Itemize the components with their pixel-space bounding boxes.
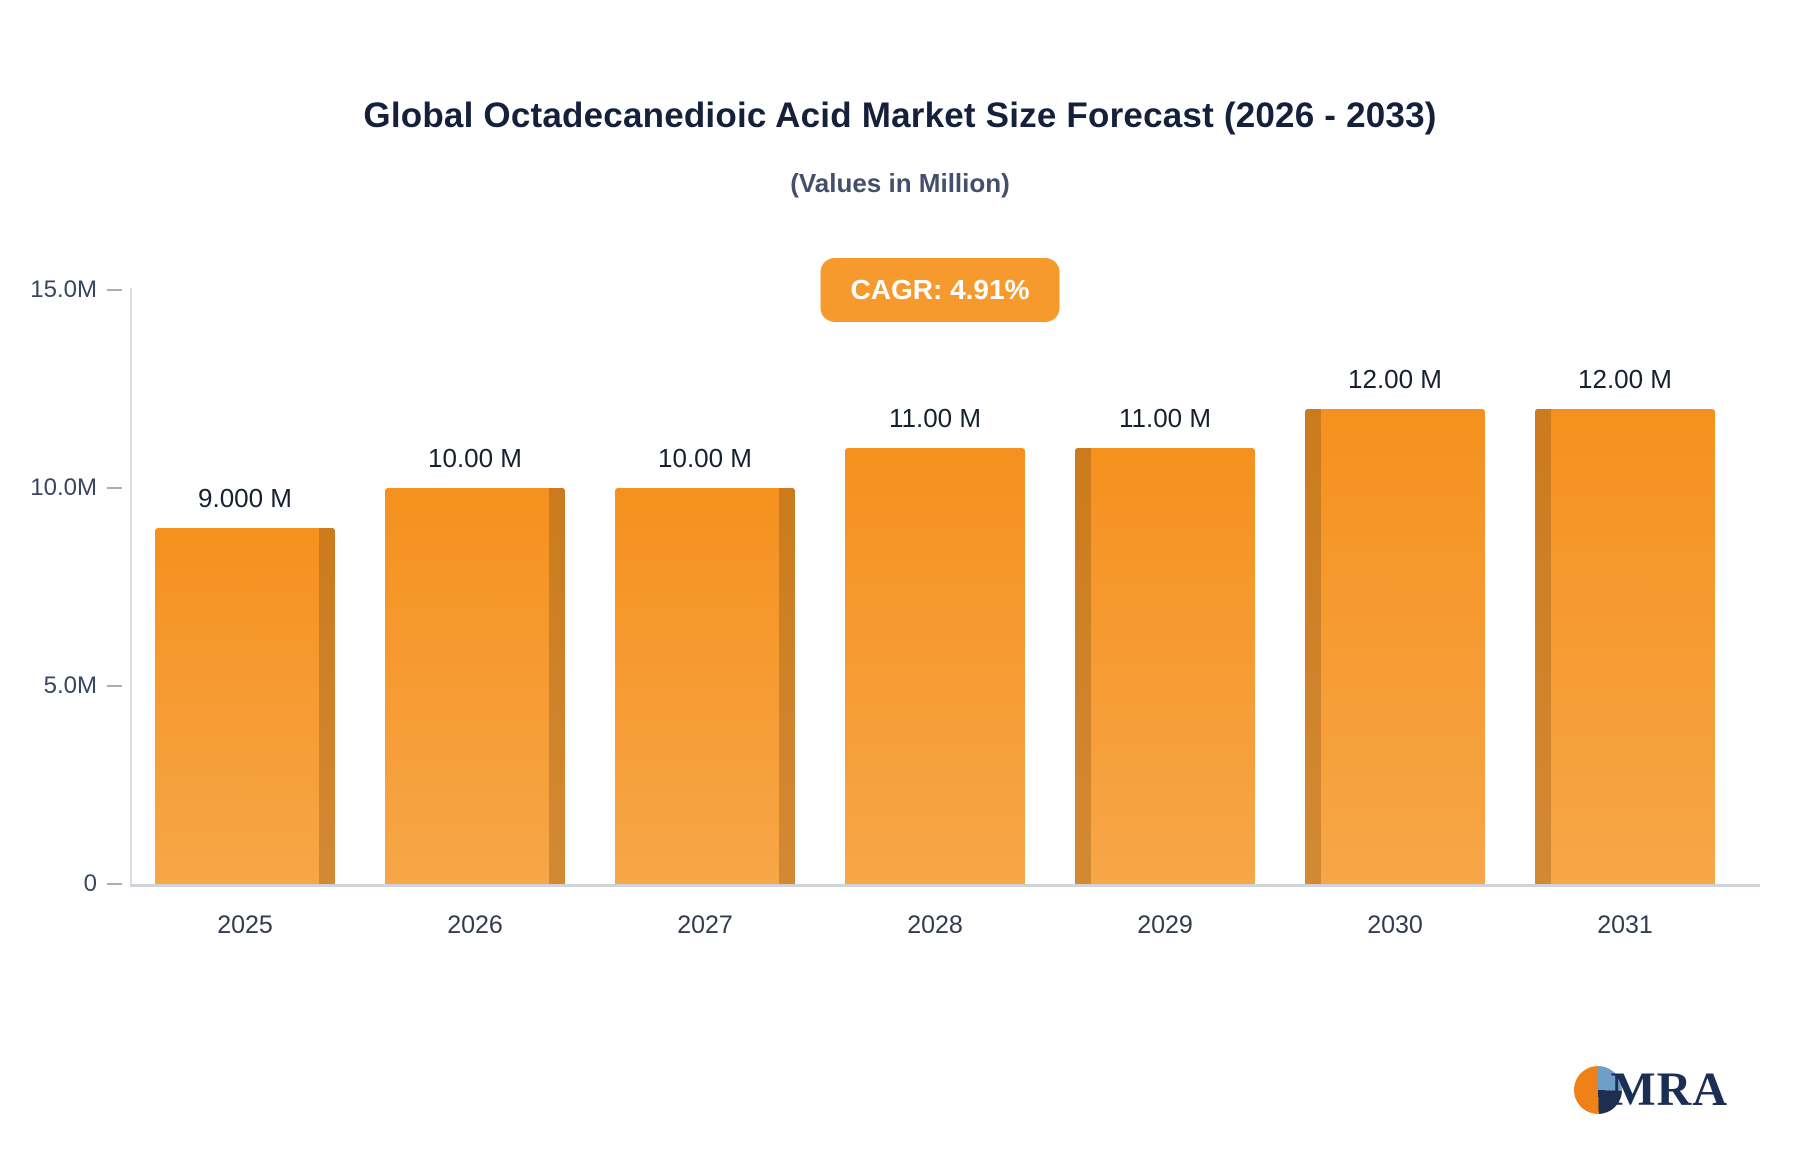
bar: [1305, 409, 1485, 884]
bar-slot: 11.00 M 2029: [1050, 290, 1280, 939]
y-tick: 5.0M: [37, 672, 122, 700]
x-axis-label: 2029: [1137, 911, 1193, 939]
mra-logo-text: MRA: [1610, 1063, 1728, 1116]
y-tick: 15.0M: [30, 276, 122, 304]
bar-value-label: 11.00 M: [1118, 403, 1212, 433]
x-axis-label: 2030: [1367, 911, 1423, 939]
bar-slot: 10.00 M 2027: [590, 290, 820, 939]
y-tick-label: 10.0M: [30, 474, 97, 501]
x-axis-label: 2026: [447, 911, 503, 939]
plot-area: 9.000 M 2025 10.00 M 2026 10.00 M 2027 11.00 M…: [130, 290, 1740, 939]
y-tick-mark: [107, 883, 122, 885]
bar-value-label: 10.00 M: [428, 443, 522, 473]
mra-logo: MRA: [1574, 1066, 1728, 1114]
bar-slot: 12.00 M 2031: [1510, 290, 1740, 939]
bar: [845, 448, 1025, 884]
bar: [615, 488, 795, 884]
bar: [1075, 448, 1255, 884]
bar-slot: 10.00 M 2026: [360, 290, 590, 939]
y-tick-mark: [107, 685, 122, 687]
bar: [1535, 409, 1715, 884]
y-tick-label: 15.0M: [30, 276, 97, 303]
cagr-badge: CAGR: 4.91%: [820, 258, 1060, 322]
x-axis-label: 2025: [217, 911, 273, 939]
y-axis: 15.0M 10.0M 5.0M 0: [0, 276, 122, 897]
bar-value-label: 11.00 M: [888, 403, 982, 433]
x-axis-line: [130, 884, 1760, 887]
y-tick-label: 5.0M: [43, 672, 97, 699]
y-tick: 0: [37, 870, 122, 898]
x-axis-label: 2028: [907, 911, 963, 939]
x-axis-label: 2027: [677, 911, 733, 939]
mra-logo-icon: [1574, 1066, 1623, 1114]
y-axis-line: [130, 288, 132, 886]
chart-subtitle: (Values in Million): [790, 168, 1010, 198]
chart-title: Global Octadecanedioic Acid Market Size …: [363, 96, 1437, 135]
bar-slot: 12.00 M 2030: [1280, 290, 1510, 939]
bar-value-label: 12.00 M: [1348, 364, 1442, 394]
y-tick-mark: [107, 289, 122, 291]
y-tick: 10.0M: [30, 474, 122, 502]
bar-value-label: 10.00 M: [658, 443, 752, 473]
y-tick-label: 0: [83, 870, 97, 897]
bar: [155, 528, 335, 884]
bar-slot: 9.000 M 2025: [130, 290, 360, 939]
bar: [385, 488, 565, 884]
bar-value-label: 12.00 M: [1578, 364, 1672, 394]
bar-value-label: 9.000 M: [198, 483, 292, 513]
y-tick-mark: [107, 487, 122, 489]
x-axis-label: 2031: [1597, 911, 1653, 939]
bar-slot: 11.00 M 2028: [820, 290, 1050, 939]
